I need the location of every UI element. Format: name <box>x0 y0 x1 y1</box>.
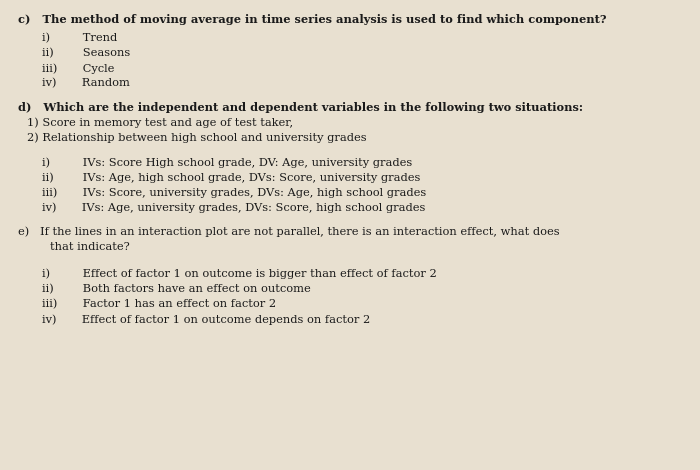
Text: ii)        IVs: Age, high school grade, DVs: Score, university grades: ii) IVs: Age, high school grade, DVs: Sc… <box>42 172 421 182</box>
Text: i)         Effect of factor 1 on outcome is bigger than effect of factor 2: i) Effect of factor 1 on outcome is bigg… <box>42 269 437 279</box>
Text: iii)       IVs: Score, university grades, DVs: Age, high school grades: iii) IVs: Score, university grades, DVs:… <box>42 187 426 197</box>
Text: iii)       Factor 1 has an effect on factor 2: iii) Factor 1 has an effect on factor 2 <box>42 299 276 309</box>
Text: i)         Trend: i) Trend <box>42 33 118 43</box>
Text: 1) Score in memory test and age of test taker,: 1) Score in memory test and age of test … <box>27 118 293 128</box>
Text: i)         IVs: Score High school grade, DV: Age, university grades: i) IVs: Score High school grade, DV: Age… <box>42 157 412 167</box>
Text: iv)       Effect of factor 1 on outcome depends on factor 2: iv) Effect of factor 1 on outcome depend… <box>42 314 370 324</box>
Text: 2) Relationship between high school and university grades: 2) Relationship between high school and … <box>27 133 366 143</box>
Text: iv)       Random: iv) Random <box>42 78 130 88</box>
Text: ii)        Seasons: ii) Seasons <box>42 48 130 58</box>
Text: ii)        Both factors have an effect on outcome: ii) Both factors have an effect on outco… <box>42 284 311 294</box>
Text: iv)       IVs: Age, university grades, DVs: Score, high school grades: iv) IVs: Age, university grades, DVs: Sc… <box>42 202 426 212</box>
Text: that indicate?: that indicate? <box>50 242 130 251</box>
Text: c)   The method of moving average in time series analysis is used to find which : c) The method of moving average in time … <box>18 14 606 25</box>
Text: e)   If the lines in an interaction plot are not parallel, there is an interacti: e) If the lines in an interaction plot a… <box>18 227 559 237</box>
Text: d)   Which are the independent and dependent variables in the following two situ: d) Which are the independent and depende… <box>18 102 582 113</box>
Text: iii)       Cycle: iii) Cycle <box>42 63 114 73</box>
